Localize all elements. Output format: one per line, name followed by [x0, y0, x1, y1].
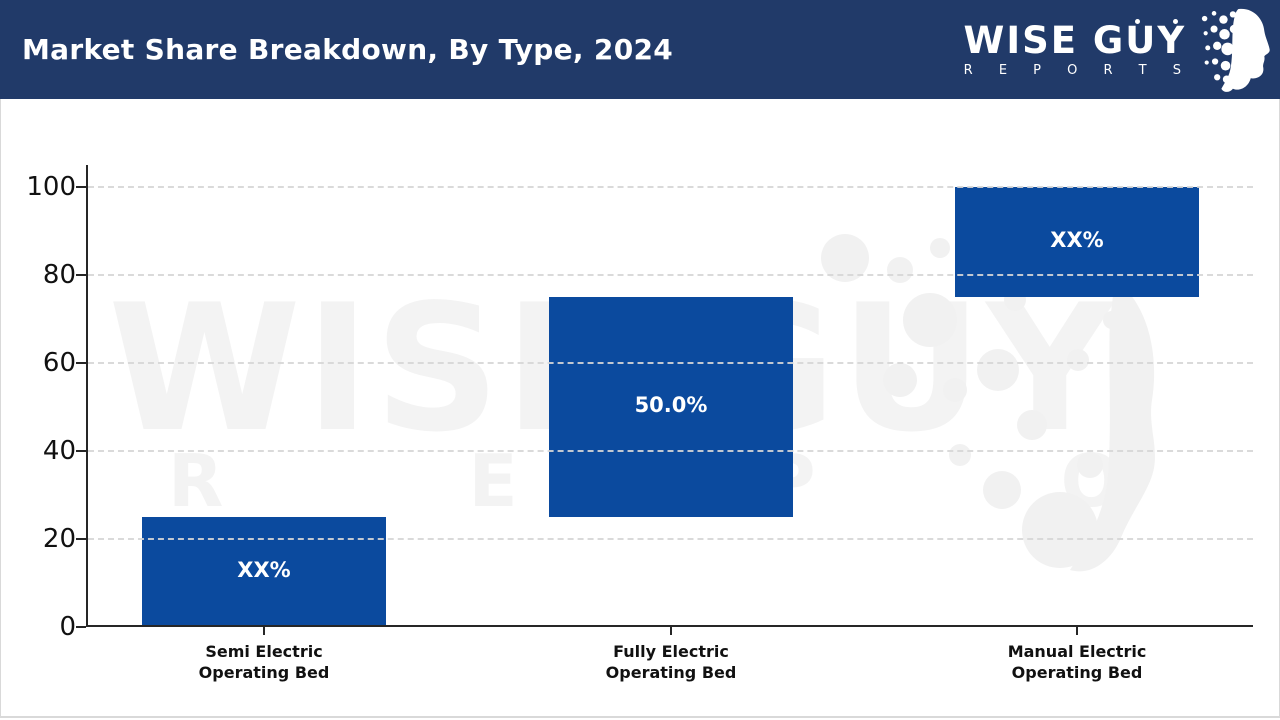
y-tick-label: 0	[59, 612, 76, 642]
logo-text: WISE GUY R E P O R T S	[958, 18, 1192, 78]
logo-dot	[1135, 18, 1140, 24]
bar-segment: XX%	[955, 187, 1199, 297]
gridline	[88, 362, 1253, 364]
page-title: Market Share Breakdown, By Type, 2024	[22, 33, 674, 66]
y-tick-label: 40	[42, 436, 76, 466]
x-axis-label-line: Operating Bed	[198, 663, 330, 682]
y-tick	[76, 274, 86, 276]
y-tick-label: 100	[26, 172, 76, 202]
x-axis-label: Manual Electric Operating Bed	[917, 641, 1237, 683]
watermark-head-icon	[821, 234, 1155, 572]
gridline	[88, 450, 1253, 452]
logo-dot	[1173, 18, 1178, 24]
logo-subtitle: R E P O R T S	[963, 62, 1192, 78]
bar-value-label: XX%	[1050, 228, 1104, 252]
x-axis-label-line: Operating Bed	[1011, 663, 1143, 682]
logo-wordmark: WISE GUY	[963, 18, 1187, 62]
y-tick	[76, 186, 86, 188]
logo: WISE GUY R E P O R T S	[958, 6, 1280, 94]
y-axis-spine	[86, 165, 88, 627]
x-tick	[263, 627, 265, 635]
header-bar: Market Share Breakdown, By Type, 2024 WI…	[0, 0, 1280, 99]
x-axis-label: Fully Electric Operating Bed	[511, 641, 831, 683]
logo-head-icon	[1201, 8, 1270, 92]
y-tick	[76, 626, 86, 628]
gridline	[88, 538, 1253, 540]
x-axis-label-line: Fully Electric	[613, 642, 729, 661]
x-axis-label-line: Manual Electric	[1007, 642, 1147, 661]
y-tick	[76, 362, 86, 364]
gridline	[88, 274, 1253, 276]
x-axis-label: Semi Electric Operating Bed	[104, 641, 424, 683]
y-tick-label: 20	[42, 524, 76, 554]
x-tick	[670, 627, 672, 635]
bar-value-label: XX%	[237, 558, 291, 582]
bar-segment: 50.0%	[549, 297, 793, 517]
x-axis-spine	[86, 625, 1253, 627]
x-axis-label-line: Operating Bed	[605, 663, 737, 682]
bar-value-label: 50.0%	[634, 393, 708, 417]
x-axis-label-line: Semi Electric	[205, 642, 323, 661]
bar-segment: XX%	[142, 517, 386, 627]
y-tick	[76, 450, 86, 452]
gridline	[88, 186, 1253, 188]
x-tick	[1076, 627, 1078, 635]
y-tick	[76, 538, 86, 540]
y-tick-label: 60	[42, 348, 76, 378]
y-tick-label: 80	[42, 260, 76, 290]
